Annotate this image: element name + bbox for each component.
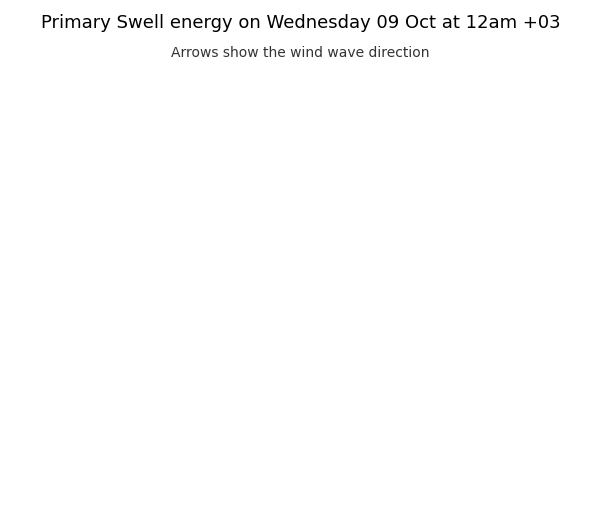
Text: Arrows show the wind wave direction: Arrows show the wind wave direction [171,46,430,60]
Text: Primary Swell energy on Wednesday 09 Oct at 12am +03: Primary Swell energy on Wednesday 09 Oct… [41,14,560,32]
